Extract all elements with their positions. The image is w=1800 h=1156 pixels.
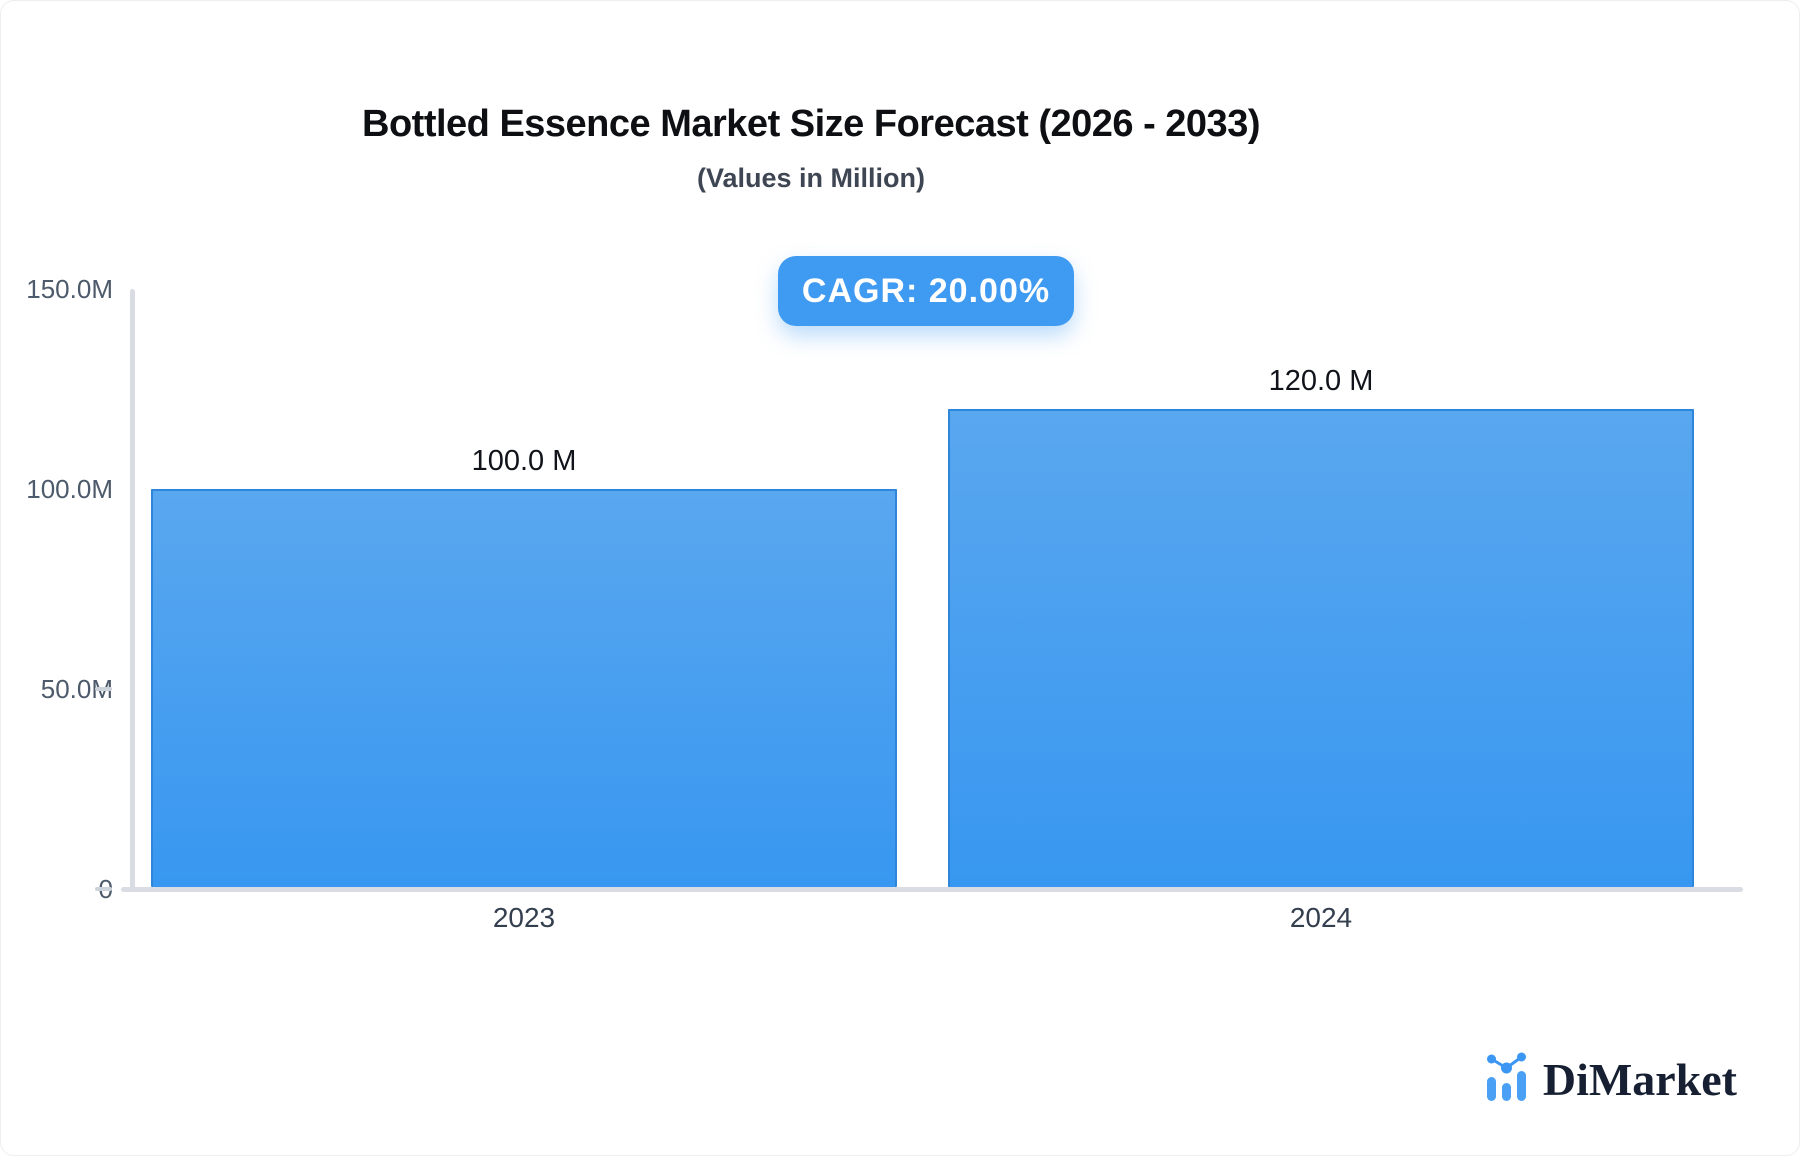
bar-value-label: 120.0 M [1268, 365, 1374, 397]
y-tick-mark [95, 887, 112, 891]
y-tick-label: 150.0M [26, 274, 113, 304]
cagr-badge: CAGR: 20.00% [778, 256, 1074, 326]
x-axis-line [121, 887, 1743, 892]
y-axis-line [130, 289, 135, 889]
x-axis-label: 2023 [492, 902, 556, 933]
y-tick-mark [95, 687, 112, 691]
bar-2023 [151, 489, 897, 887]
logo-text: DiMarket [1542, 1053, 1737, 1105]
bar-value-label: 100.0 M [471, 445, 577, 477]
chart-title: Bottled Essence Market Size Forecast (20… [362, 103, 1260, 145]
y-tick-label: 100.0M [26, 474, 113, 504]
brand-logo: DiMarket [1484, 1051, 1737, 1105]
bar-2024 [948, 409, 1694, 887]
chart-logo-icon [1486, 1052, 1526, 1101]
x-axis-label: 2024 [1289, 902, 1353, 933]
chart-subtitle: (Values in Million) [696, 163, 926, 193]
